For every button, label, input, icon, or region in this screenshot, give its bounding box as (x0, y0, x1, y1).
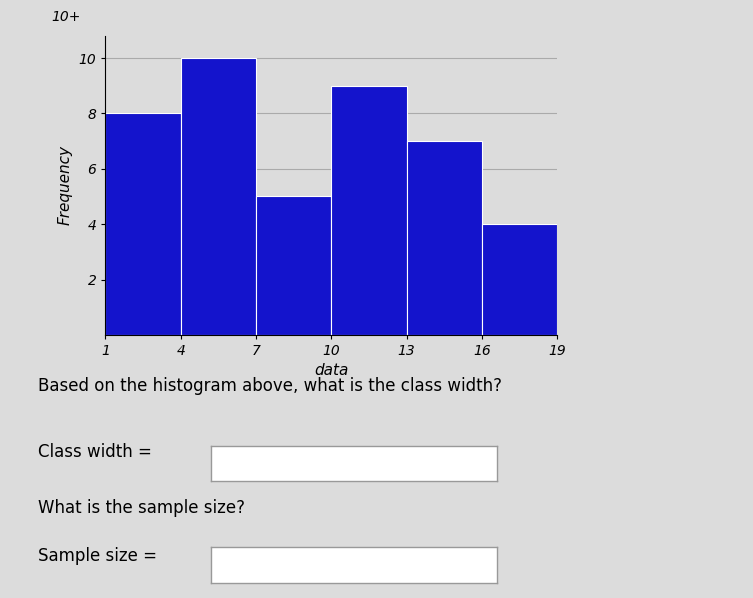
Text: Based on the histogram above, what is the class width?: Based on the histogram above, what is th… (38, 377, 501, 395)
Text: Sample size =: Sample size = (38, 547, 157, 565)
Text: 10+: 10+ (51, 10, 81, 24)
Text: What is the sample size?: What is the sample size? (38, 499, 245, 517)
Bar (407, 141, 482, 335)
X-axis label: data: data (314, 364, 349, 379)
Bar (482, 224, 557, 335)
Text: Class width =: Class width = (38, 443, 151, 460)
Bar (331, 86, 407, 335)
Bar (105, 114, 181, 335)
Bar (181, 58, 256, 335)
Bar (256, 197, 331, 335)
Y-axis label: Frequency: Frequency (58, 145, 73, 225)
